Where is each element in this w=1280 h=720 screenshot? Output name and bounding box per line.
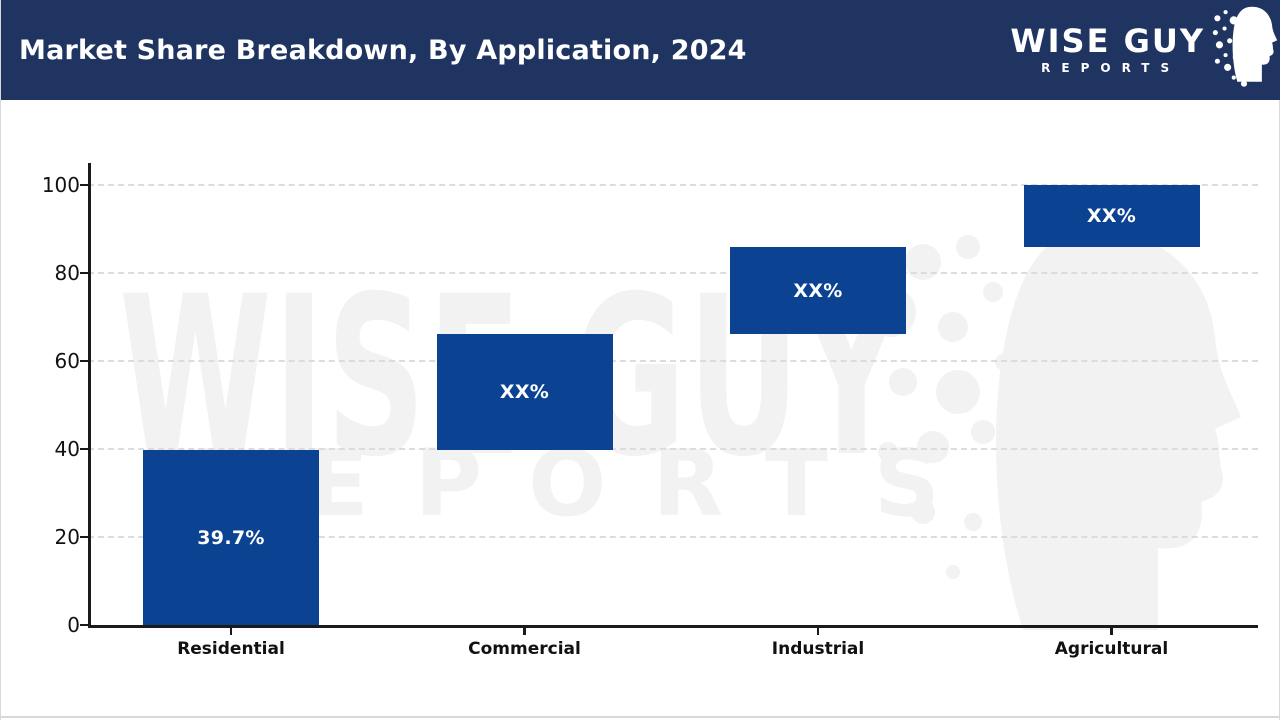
bottom-divider xyxy=(1,716,1280,718)
y-tick-mark xyxy=(80,359,88,363)
bar-industrial: XX% xyxy=(730,247,906,335)
bar-residential: 39.7% xyxy=(143,450,319,625)
bar-value-label: XX% xyxy=(499,381,550,404)
y-tick-label: 20 xyxy=(54,525,80,549)
y-tick-label: 80 xyxy=(54,261,80,285)
x-category-label: Commercial xyxy=(468,639,581,659)
bar-value-label: 39.7% xyxy=(197,526,265,549)
y-gridline xyxy=(88,272,1258,274)
bar-value-label: XX% xyxy=(1086,205,1137,228)
y-tick-mark xyxy=(80,447,88,451)
y-gridline xyxy=(88,184,1258,186)
logo-subtitle: REPORTS xyxy=(1041,61,1181,75)
y-tick-label: 100 xyxy=(41,173,80,197)
y-tick-label: 40 xyxy=(54,437,80,461)
y-tick-mark xyxy=(80,535,88,539)
x-axis-line xyxy=(88,625,1258,628)
y-tick-mark xyxy=(80,623,88,627)
x-tick-mark xyxy=(816,627,820,635)
logo-wordmark: WISE GUY xyxy=(1010,22,1205,60)
y-tick-label: 60 xyxy=(54,349,80,373)
y-tick-label: 0 xyxy=(67,613,80,637)
y-gridline xyxy=(88,536,1258,538)
y-tick-mark xyxy=(80,271,88,275)
x-tick-mark xyxy=(523,627,526,635)
wise-guy-reports-logo: WISE GUY REPORTS xyxy=(1010,0,1280,100)
x-category-label: Industrial xyxy=(771,639,865,659)
y-gridline xyxy=(88,448,1258,450)
x-category-label: Agricultural xyxy=(1054,639,1169,659)
bar-agricultural: XX% xyxy=(1023,185,1200,248)
y-tick-mark xyxy=(80,183,88,187)
dotted-face-profile-icon xyxy=(1212,6,1278,87)
bar-commercial: XX% xyxy=(436,334,613,451)
x-tick-mark xyxy=(1110,627,1113,635)
bar-value-label: XX% xyxy=(793,279,843,302)
page-title: Market Share Breakdown, By Application, … xyxy=(19,34,747,66)
header-bar: Market Share Breakdown, By Application, … xyxy=(1,0,1280,100)
y-axis-line xyxy=(88,163,91,628)
y-gridline xyxy=(88,360,1258,362)
logo-text: WISE GUY REPORTS xyxy=(1010,24,1205,76)
x-category-label: Residential xyxy=(177,639,285,659)
x-tick-mark xyxy=(229,627,233,635)
